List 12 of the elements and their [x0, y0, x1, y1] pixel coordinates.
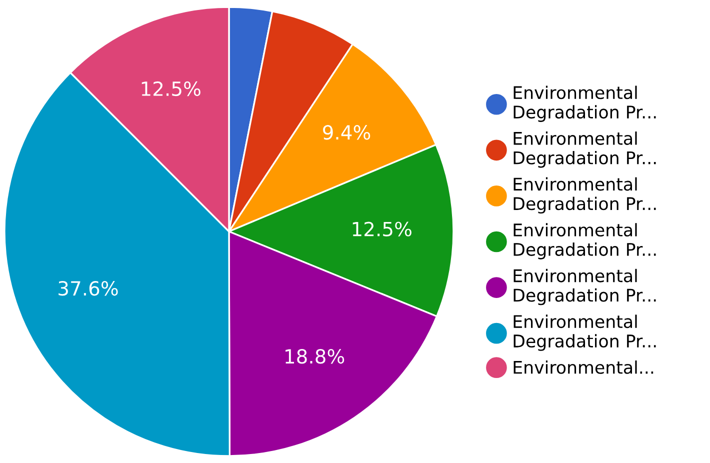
data-label: 9.4% — [323, 125, 370, 140]
data-label: 18.8% — [286, 349, 344, 364]
legend-label: Environmental Degradation Pr... — [514, 223, 656, 260]
legend-label: Environmental... — [514, 360, 654, 374]
legend-label: Environmental Degradation Pr... — [514, 268, 656, 306]
legend-label: Environmental Degradation Pr... — [514, 86, 656, 122]
data-label: 12.5% — [352, 222, 412, 236]
data-label: 37.6% — [58, 281, 118, 296]
legend-label: Environmental Degradation Pr... — [514, 132, 656, 168]
legend-label: Environmental Degradation Pr... — [514, 314, 656, 351]
legend-label: Environmental Degradation Pr... — [514, 177, 656, 214]
data-label: 12.5% — [142, 81, 200, 96]
